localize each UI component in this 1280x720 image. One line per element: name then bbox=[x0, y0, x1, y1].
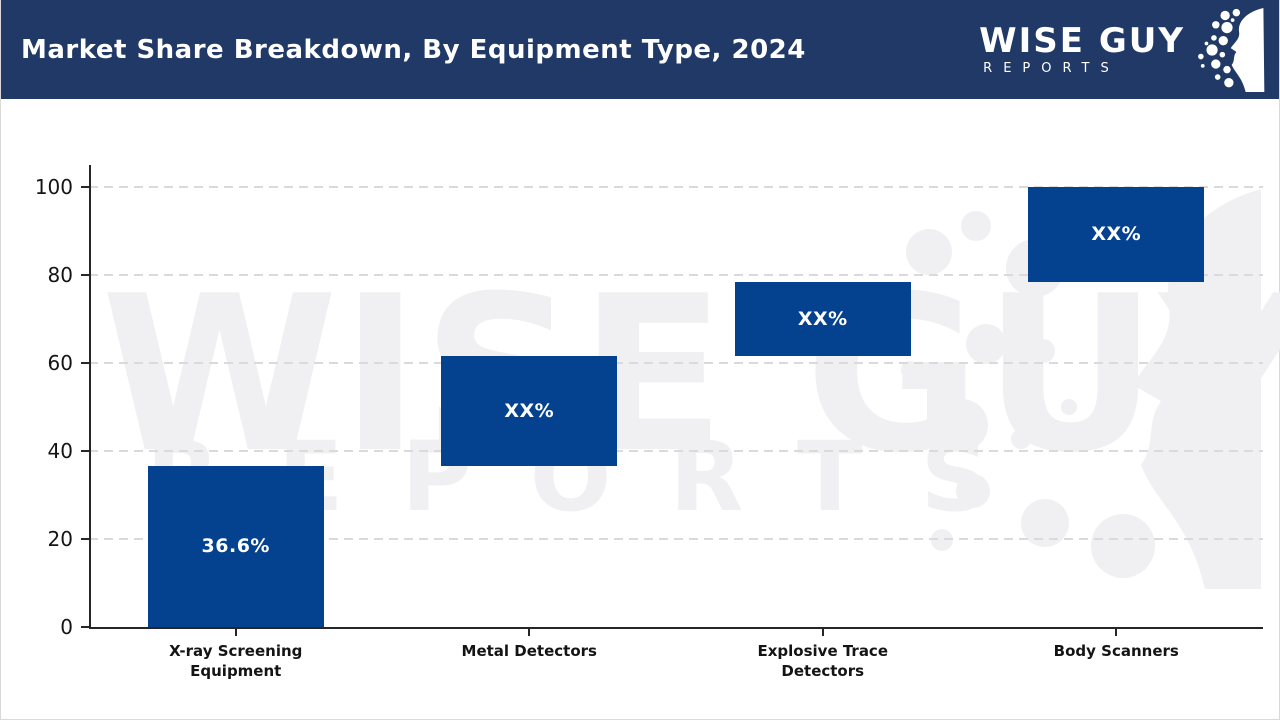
header: Market Share Breakdown, By Equipment Typ… bbox=[1, 0, 1279, 99]
y-tick-60 bbox=[81, 362, 89, 364]
y-tick-0 bbox=[81, 626, 89, 628]
logo-text: WISE GUY REPORTS bbox=[979, 24, 1185, 76]
y-tick-label-60: 60 bbox=[47, 351, 73, 375]
y-tick-40 bbox=[81, 450, 89, 452]
bar-4: XX% bbox=[1028, 187, 1205, 282]
gridline-40 bbox=[89, 450, 1263, 452]
x-tick-3 bbox=[821, 629, 824, 636]
chart-area: WISE GUY REPORTS bbox=[1, 99, 1280, 720]
wise-guy-logo: WISE GUY REPORTS bbox=[979, 7, 1279, 92]
x-axis-label-1: X-ray Screening Equipment bbox=[169, 642, 303, 681]
gridline-80 bbox=[89, 274, 1263, 276]
y-tick-20 bbox=[81, 538, 89, 540]
y-axis-line bbox=[89, 165, 91, 629]
logo-wordmark: WISE GUY bbox=[979, 20, 1185, 61]
bar-value-label: 36.6% bbox=[201, 535, 270, 558]
y-tick-100 bbox=[81, 186, 89, 188]
gridline-100 bbox=[89, 186, 1263, 188]
x-tick-4 bbox=[1115, 629, 1118, 636]
x-tick-1 bbox=[234, 629, 237, 636]
y-tick-label-40: 40 bbox=[47, 439, 73, 463]
x-axis-line bbox=[89, 627, 1263, 629]
bar-1: 36.6% bbox=[147, 465, 324, 627]
y-tick-label-80: 80 bbox=[47, 263, 73, 287]
y-tick-label-20: 20 bbox=[47, 527, 73, 551]
plot: 0 20 40 60 80 100 36.6% X-ray Screening Equipme… bbox=[1, 99, 1280, 720]
x-axis-label-2: Metal Detectors bbox=[461, 642, 597, 660]
x-axis-label-3: Explosive Trace Detectors bbox=[757, 642, 889, 681]
bar-3: XX% bbox=[734, 281, 911, 357]
gridline-60 bbox=[89, 362, 1263, 364]
logo-subtext: REPORTS bbox=[983, 60, 1120, 76]
gridline-20 bbox=[89, 538, 1263, 540]
y-tick-label-100: 100 bbox=[34, 175, 73, 199]
bar-value-label: XX% bbox=[1091, 223, 1142, 246]
x-axis-label-4: Body Scanners bbox=[1053, 642, 1179, 660]
bar-value-label: XX% bbox=[504, 400, 555, 423]
logo-face-icon bbox=[1198, 7, 1265, 92]
page-title: Market Share Breakdown, By Equipment Typ… bbox=[21, 34, 806, 65]
bar-2: XX% bbox=[441, 356, 618, 467]
x-tick-2 bbox=[528, 629, 531, 636]
y-tick-80 bbox=[81, 274, 89, 276]
bar-value-label: XX% bbox=[797, 307, 848, 330]
y-tick-label-0: 0 bbox=[60, 615, 73, 639]
